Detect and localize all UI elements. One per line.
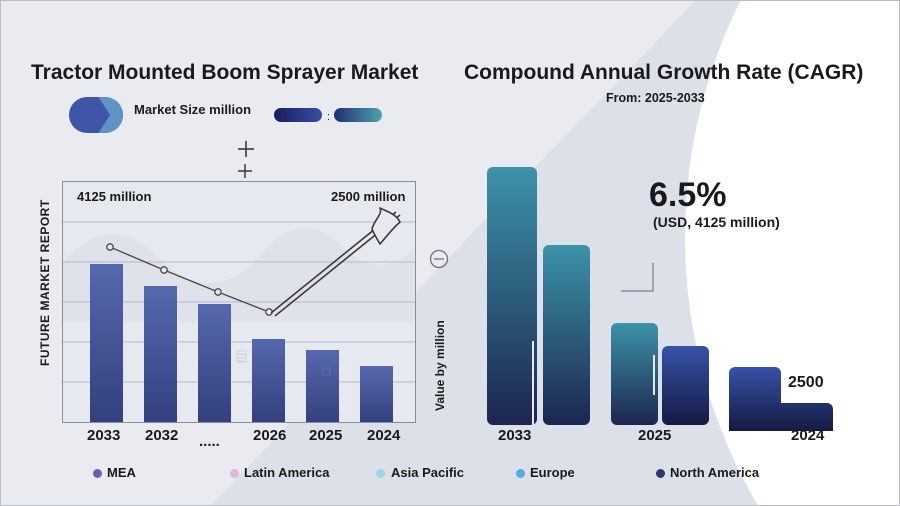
svg-text::: :	[327, 111, 330, 123]
